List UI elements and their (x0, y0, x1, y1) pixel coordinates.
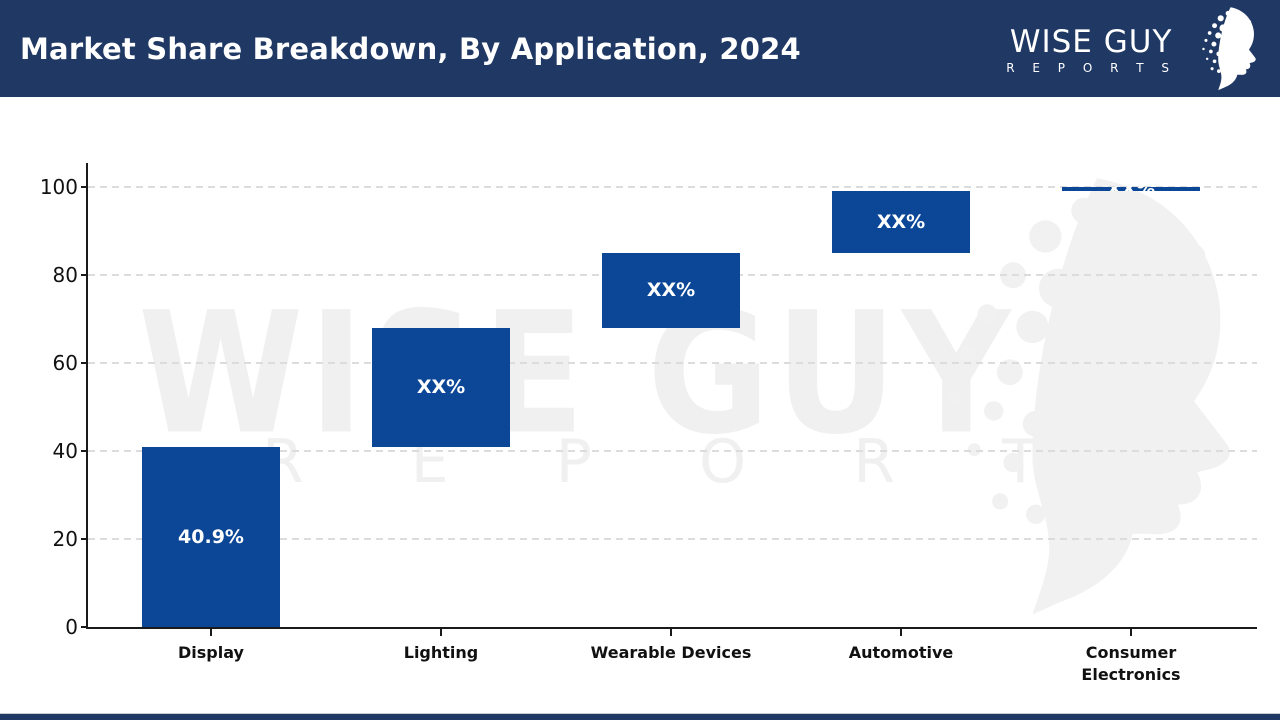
y-gridline (88, 450, 1257, 452)
bar-automotive: XX% (832, 191, 970, 253)
y-gridline (88, 186, 1257, 188)
x-axis-category-label: Automotive (848, 643, 954, 662)
watermark-text: WISE GUY (138, 277, 1016, 472)
y-tick-mark (81, 450, 88, 452)
y-axis-tick-label: 20 (52, 527, 78, 551)
x-axis-line (86, 627, 1257, 629)
bar-lighting: XX% (372, 327, 510, 448)
wiseguy-head-icon (1184, 6, 1266, 92)
x-tick-mark (670, 629, 672, 636)
y-tick-mark (81, 362, 88, 364)
x-tick-mark (1130, 629, 1132, 636)
y-tick-mark (81, 538, 88, 540)
logo-wordmark-line2: R E P O R T S (1006, 60, 1176, 75)
logo-wordmark-line1: WISE GUY (1009, 23, 1173, 60)
bar-value-label: 40.9% (178, 526, 244, 548)
logo-wordmark: WISE GUY R E P O R T S (1006, 24, 1176, 75)
y-axis-tick-label: 40 (52, 439, 78, 463)
y-axis-tick-label: 0 (65, 615, 78, 639)
y-tick-mark (81, 186, 88, 188)
x-tick-mark (210, 629, 212, 636)
bar-value-label: XX% (416, 376, 466, 399)
x-axis-category-label: Lighting (403, 643, 479, 662)
y-tick-mark (81, 274, 88, 276)
bar-display: 40.9% (142, 447, 280, 627)
bar-value-label: XX% (876, 211, 926, 234)
wiseguy-logo: WISE GUY R E P O R T S (1006, 6, 1266, 92)
x-tick-mark (440, 629, 442, 636)
y-tick-mark (81, 626, 88, 628)
x-axis-category-label: Consumer Electronics (1081, 643, 1181, 684)
bar-wearable-devices: XX% (602, 253, 740, 328)
y-axis-line (86, 163, 88, 629)
chart-title: Market Share Breakdown, By Application, … (20, 31, 801, 66)
y-axis-tick-label: 60 (52, 351, 78, 375)
bar-consumer-electronics: XX% (1062, 187, 1200, 192)
chart-area: WISE GUY R E P O R T S 0 20 40 60 80 100 40.9%… (0, 97, 1280, 713)
y-gridline (88, 362, 1257, 364)
x-axis-category-label: Wearable Devices (590, 643, 752, 662)
x-tick-mark (900, 629, 902, 636)
plot: 0 20 40 60 80 100 40.9% Display XX% Lighting XX% We… (0, 97, 1280, 713)
bar-value-label: XX% (1107, 187, 1155, 191)
y-gridline (88, 538, 1257, 540)
footer-bar (0, 713, 1280, 720)
bar-value-label: XX% (646, 279, 696, 302)
y-axis-tick-label: 100 (39, 175, 78, 199)
y-axis-tick-label: 80 (52, 263, 78, 287)
header-bar: Market Share Breakdown, By Application, … (0, 0, 1280, 97)
x-axis-category-label: Display (178, 643, 244, 662)
